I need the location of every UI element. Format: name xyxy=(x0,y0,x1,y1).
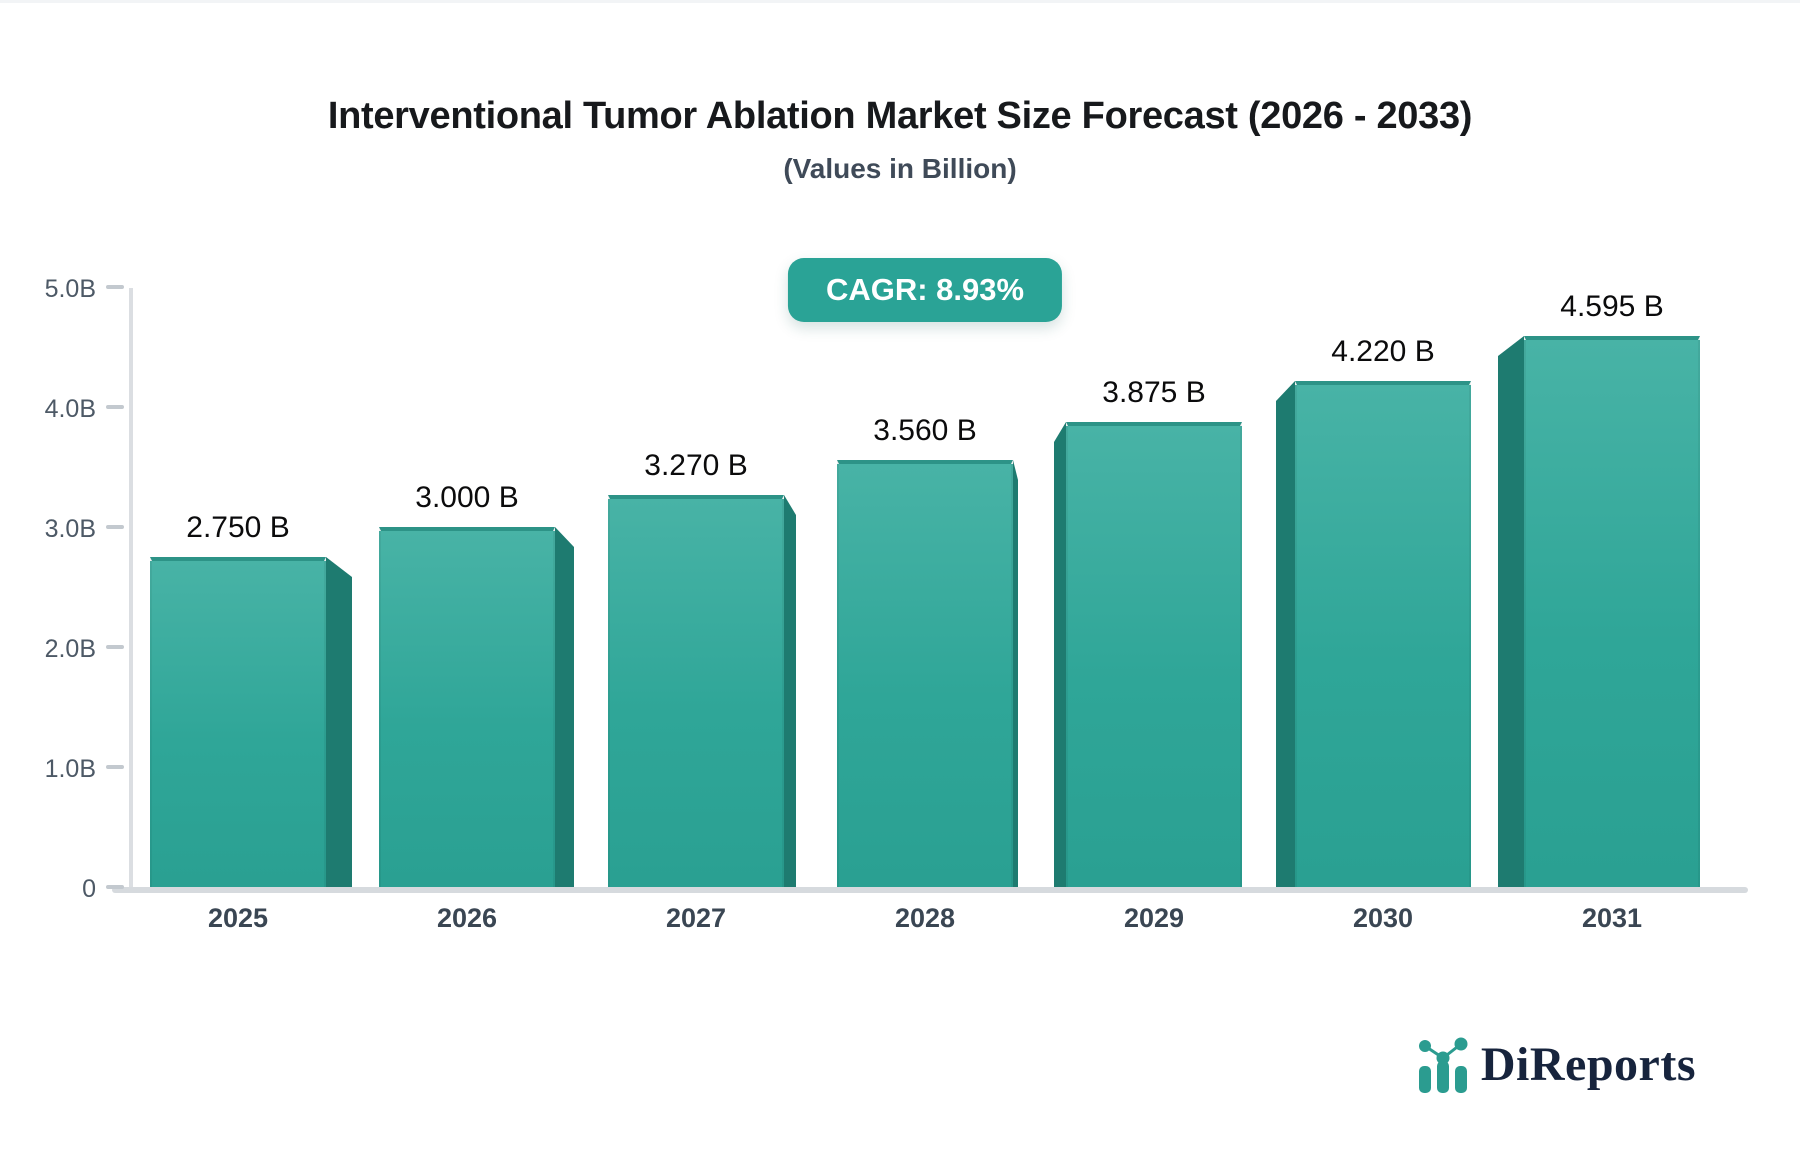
x-axis-tick-label: 2026 xyxy=(436,903,498,933)
x-axis-baseline xyxy=(112,887,1748,893)
bar-value-label: 3.560 B xyxy=(873,414,977,447)
bar xyxy=(150,557,326,887)
cagr-badge: CAGR: 8.93% xyxy=(787,258,1063,322)
bar xyxy=(379,527,555,887)
bar-3d-side xyxy=(555,527,574,887)
bar-3d-side xyxy=(326,557,352,887)
bar-value-label: 3.000 B xyxy=(415,481,519,514)
y-axis-tick-label: 5.0B xyxy=(44,275,96,303)
bar-3d-side xyxy=(1054,422,1066,887)
bar-value-label: 3.875 B xyxy=(1102,376,1206,409)
x-axis-tick-label: 2025 xyxy=(207,903,269,933)
y-axis-tick-label: 1.0B xyxy=(44,755,96,783)
y-axis-tick-mark xyxy=(106,285,124,289)
bar-3d-side xyxy=(1498,336,1524,887)
x-axis-tick-label: 2031 xyxy=(1581,903,1643,933)
x-axis-tick-label: 2027 xyxy=(665,903,727,933)
chart-subtitle: (Values in Billion) xyxy=(783,153,1017,184)
bar xyxy=(1295,381,1471,887)
bar-value-label: 4.595 B xyxy=(1560,290,1664,323)
bar-value-label: 3.270 B xyxy=(644,449,748,482)
y-axis-tick-label: 3.0B xyxy=(44,515,96,543)
logo-text: DiReports xyxy=(1480,1037,1696,1091)
x-axis-tick-label: 2030 xyxy=(1352,903,1414,933)
y-axis-tick-mark xyxy=(106,405,124,409)
y-axis-tick-label: 2.0B xyxy=(44,635,96,663)
x-axis-tick-label: 2029 xyxy=(1123,903,1185,933)
bar-3d-side xyxy=(784,495,796,887)
y-axis-tick-label: 0 xyxy=(82,875,96,903)
bar-value-label: 4.220 B xyxy=(1331,335,1435,368)
x-axis-tick-label: 2028 xyxy=(894,903,956,933)
y-axis-tick-mark xyxy=(106,885,124,889)
bar xyxy=(1524,336,1700,887)
bar-3d-side xyxy=(1013,460,1018,887)
chart-title: Interventional Tumor Ablation Market Siz… xyxy=(327,95,1473,137)
brand-logo: DiReports xyxy=(1417,1033,1696,1095)
y-axis-tick-mark xyxy=(106,765,124,769)
bar-3d-side xyxy=(1276,381,1295,887)
bar-chart-logo-icon xyxy=(1418,1037,1468,1093)
y-axis-tick-mark xyxy=(106,645,124,649)
y-axis-tick-mark xyxy=(106,525,124,529)
bar xyxy=(1066,422,1242,887)
bar xyxy=(837,460,1013,887)
bar-value-label: 2.750 B xyxy=(186,511,290,544)
bar xyxy=(608,495,784,887)
y-axis-line xyxy=(129,288,133,889)
y-axis-tick-label: 4.0B xyxy=(44,395,96,423)
